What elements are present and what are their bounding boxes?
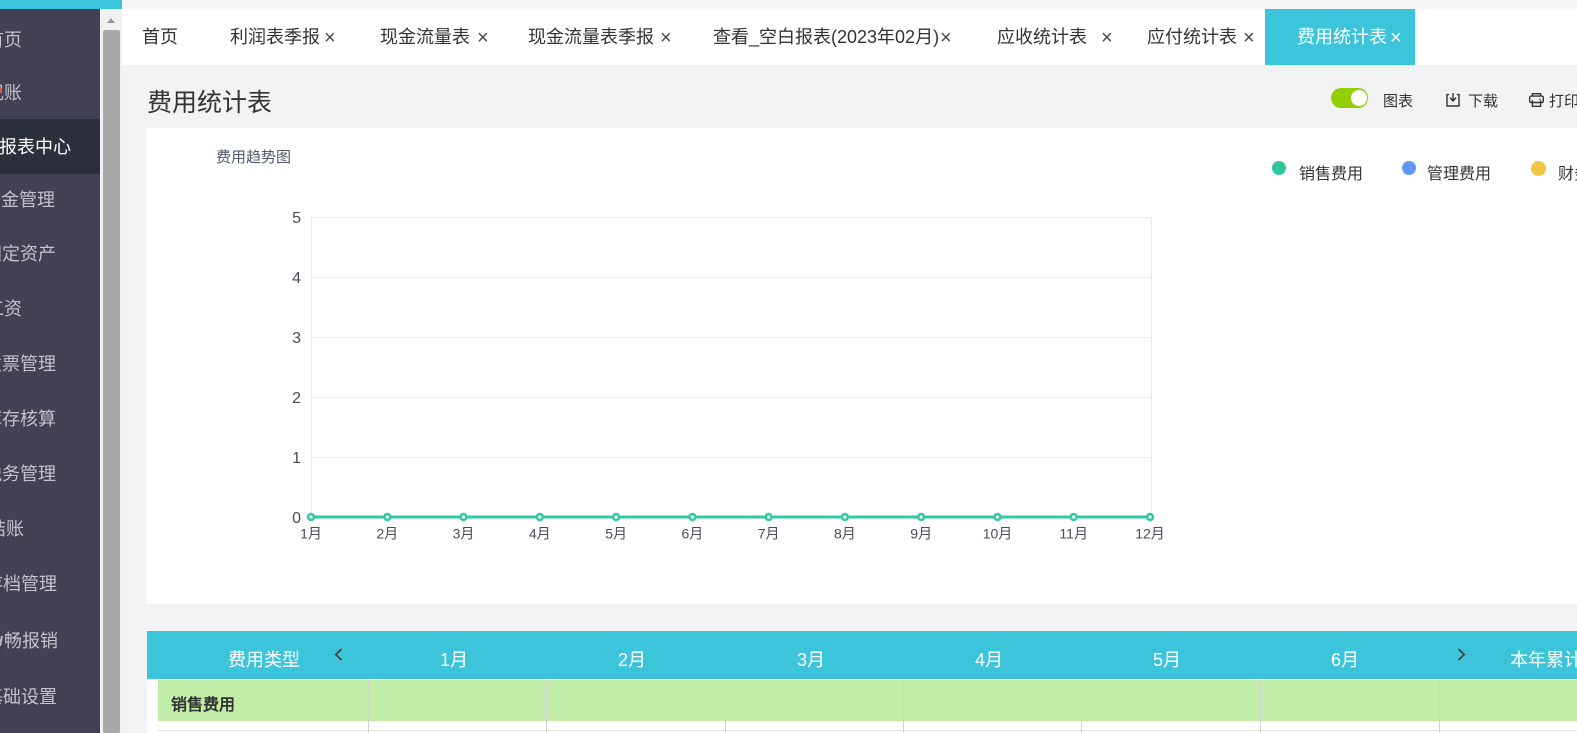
- svg-text:5: 5: [292, 210, 301, 227]
- svg-text:4: 4: [292, 270, 301, 287]
- svg-text:12月: 12月: [1135, 526, 1165, 542]
- svg-text:8月: 8月: [834, 526, 856, 542]
- svg-text:1月: 1月: [300, 526, 322, 542]
- svg-text:4月: 4月: [529, 526, 551, 542]
- svg-text:2: 2: [292, 390, 301, 407]
- svg-text:5月: 5月: [605, 526, 627, 542]
- svg-text:3: 3: [292, 330, 301, 347]
- svg-text:9月: 9月: [910, 526, 932, 542]
- svg-text:6月: 6月: [682, 526, 704, 542]
- svg-text:2月: 2月: [376, 526, 398, 542]
- svg-text:11月: 11月: [1059, 526, 1088, 542]
- svg-text:3月: 3月: [453, 526, 475, 542]
- svg-text:10月: 10月: [983, 526, 1013, 542]
- svg-text:1: 1: [292, 450, 301, 467]
- svg-text:0: 0: [292, 510, 301, 527]
- svg-text:7月: 7月: [758, 526, 780, 542]
